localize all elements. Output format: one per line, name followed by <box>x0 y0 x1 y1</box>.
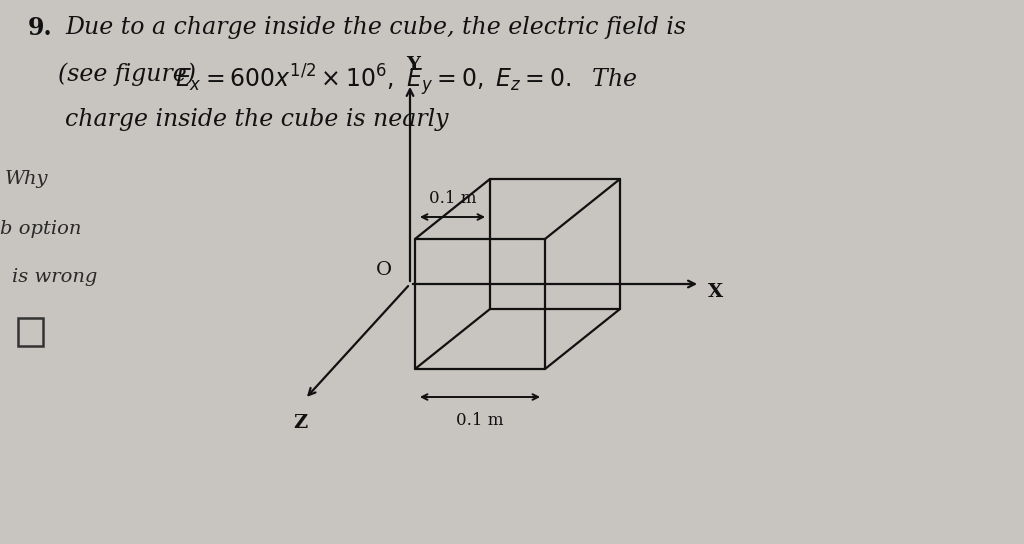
Text: Why: Why <box>5 170 48 188</box>
Text: is wrong: is wrong <box>12 268 97 286</box>
Text: charge inside the cube is nearly: charge inside the cube is nearly <box>65 108 449 131</box>
Text: Due to a charge inside the cube, the electric field is: Due to a charge inside the cube, the ele… <box>65 16 686 39</box>
Text: X: X <box>708 283 723 301</box>
Text: 0.1 m: 0.1 m <box>429 190 476 207</box>
Text: b option: b option <box>0 220 81 238</box>
Text: (see figure): (see figure) <box>28 62 204 85</box>
Text: 0.1 m: 0.1 m <box>457 412 504 429</box>
Text: Y: Y <box>406 56 420 74</box>
Text: O: O <box>376 261 392 279</box>
Text: $E_x = 600x^{1/2} \times 10^6,\ E_y = 0,\ E_z = 0.$  The: $E_x = 600x^{1/2} \times 10^6,\ E_y = 0,… <box>175 62 637 98</box>
Text: 9.: 9. <box>28 16 52 40</box>
Text: Z: Z <box>293 414 307 432</box>
